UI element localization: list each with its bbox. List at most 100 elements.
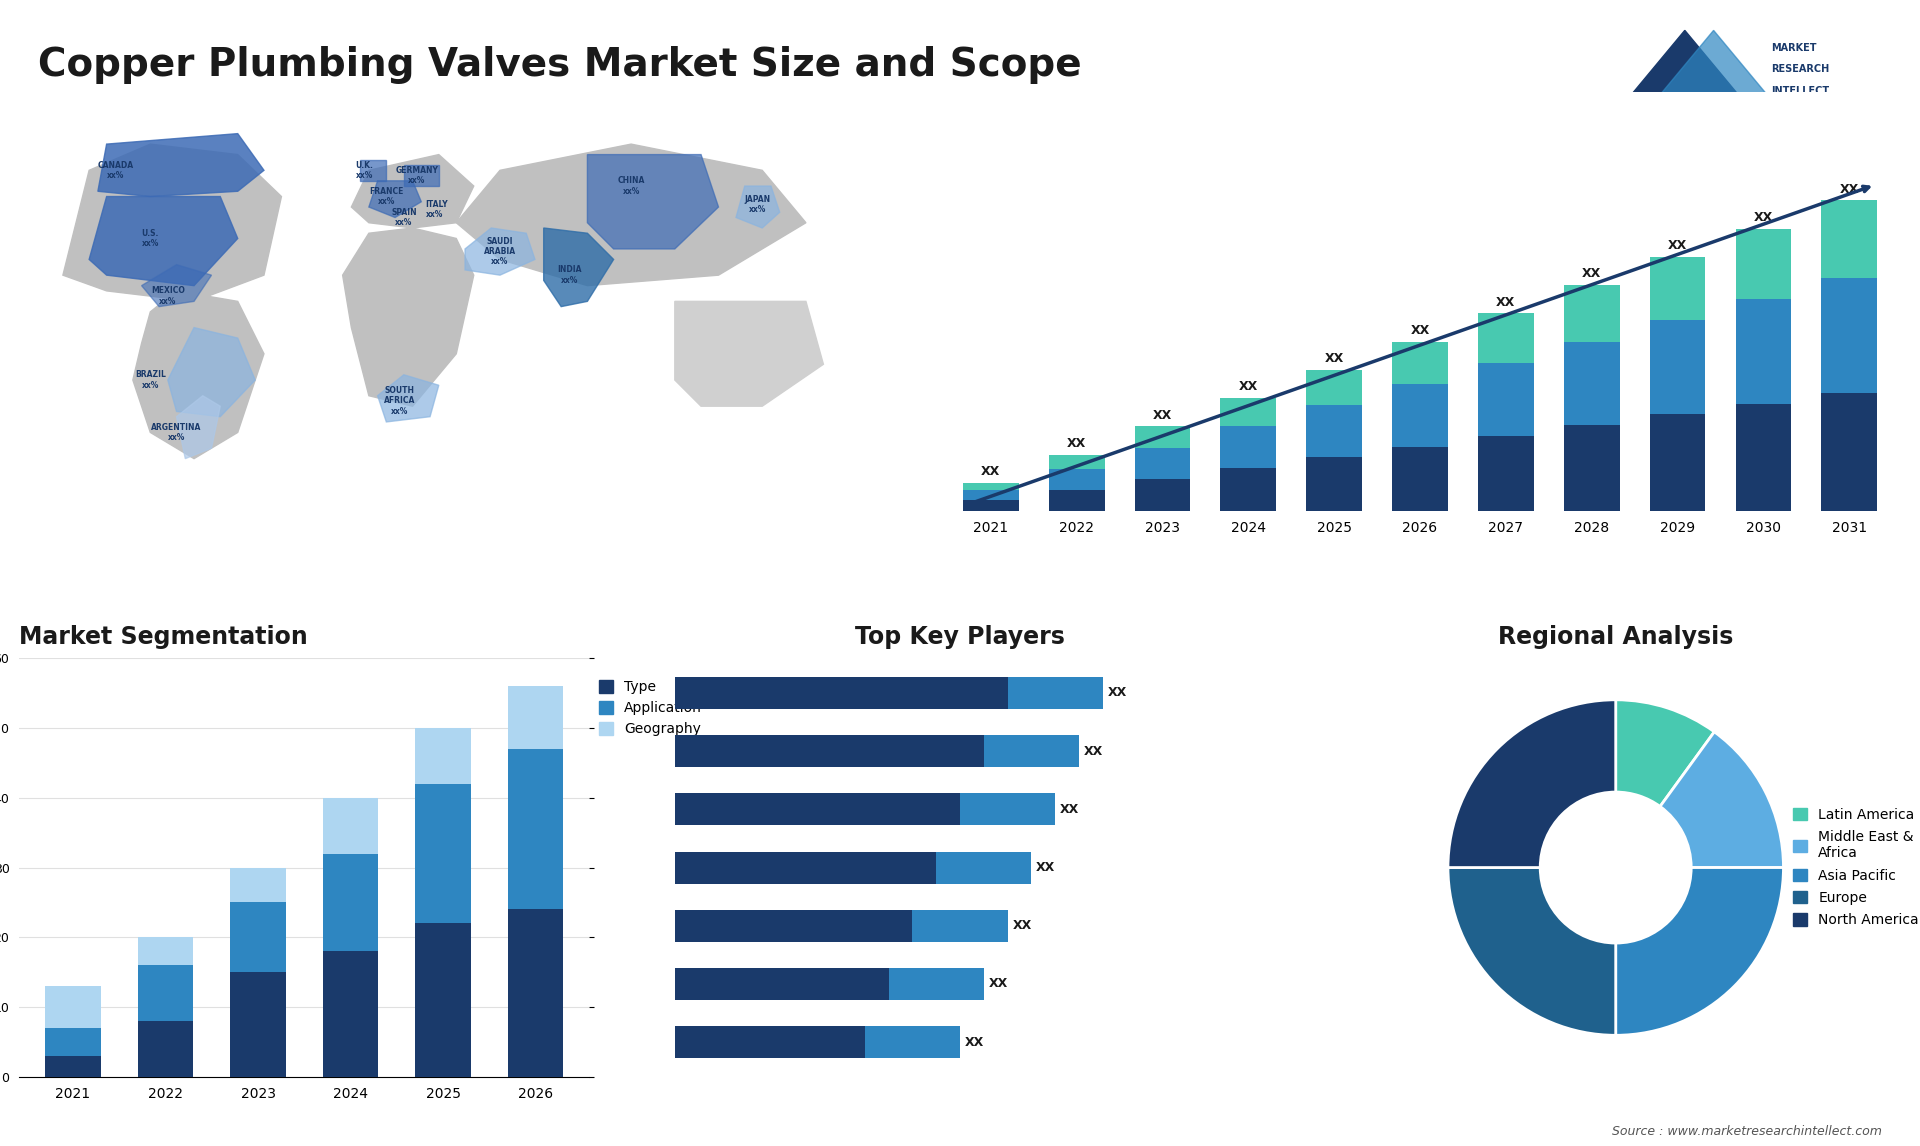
Polygon shape <box>63 144 282 301</box>
Bar <box>1135 426 1190 448</box>
Bar <box>415 924 470 1077</box>
Bar <box>1736 403 1791 511</box>
Bar <box>44 1028 100 1057</box>
Title: Top Key Players: Top Key Players <box>854 625 1066 649</box>
Text: U.K.
xx%: U.K. xx% <box>355 160 372 180</box>
Bar <box>676 851 937 884</box>
Bar <box>44 1057 100 1077</box>
Bar <box>509 910 563 1077</box>
Polygon shape <box>674 301 824 406</box>
Polygon shape <box>1628 31 1741 100</box>
Polygon shape <box>88 196 238 285</box>
Bar <box>1822 393 1878 511</box>
Text: Source : www.marketresearchintellect.com: Source : www.marketresearchintellect.com <box>1611 1124 1882 1138</box>
Text: FRANCE
xx%: FRANCE xx% <box>369 187 403 206</box>
Polygon shape <box>735 186 780 228</box>
Text: Market Segmentation: Market Segmentation <box>19 625 307 649</box>
Bar <box>1392 342 1448 384</box>
Polygon shape <box>403 165 440 186</box>
Text: XX: XX <box>989 978 1008 990</box>
Text: XX: XX <box>1060 803 1079 816</box>
Text: CHINA
xx%: CHINA xx% <box>618 176 645 196</box>
Text: SOUTH
AFRICA
xx%: SOUTH AFRICA xx% <box>384 386 415 416</box>
Bar <box>1048 455 1104 469</box>
Bar <box>1135 479 1190 511</box>
Text: XX: XX <box>1839 182 1859 196</box>
Polygon shape <box>543 228 614 307</box>
Text: MEXICO
xx%: MEXICO xx% <box>152 286 184 306</box>
Bar <box>138 937 194 965</box>
Text: SAUDI
ARABIA
xx%: SAUDI ARABIA xx% <box>484 237 516 267</box>
Bar <box>1563 425 1620 511</box>
Bar <box>676 968 889 1000</box>
Bar <box>676 793 960 825</box>
Bar <box>1392 384 1448 447</box>
Text: XX: XX <box>981 465 1000 478</box>
Bar <box>1822 201 1878 278</box>
Bar <box>1478 363 1534 435</box>
Polygon shape <box>361 159 386 181</box>
Text: XX: XX <box>1152 409 1171 422</box>
Text: ARGENTINA
xx%: ARGENTINA xx% <box>152 423 202 442</box>
Text: XX: XX <box>1582 267 1601 281</box>
Bar <box>1306 406 1361 457</box>
Bar <box>1478 435 1534 511</box>
Text: XX: XX <box>1108 686 1127 699</box>
Polygon shape <box>167 328 255 417</box>
Text: XX: XX <box>1037 861 1056 874</box>
Text: CANADA
xx%: CANADA xx% <box>98 160 132 180</box>
Polygon shape <box>351 155 474 228</box>
Bar <box>509 748 563 910</box>
Bar <box>676 677 1008 709</box>
Polygon shape <box>588 155 718 249</box>
Bar <box>1478 313 1534 363</box>
Bar <box>230 903 286 973</box>
Bar <box>1008 677 1102 709</box>
Text: U.S.
xx%: U.S. xx% <box>142 229 159 249</box>
Bar <box>415 784 470 924</box>
Bar <box>1135 448 1190 479</box>
Wedge shape <box>1448 700 1617 868</box>
Text: RESEARCH: RESEARCH <box>1770 64 1830 74</box>
Title: Regional Analysis: Regional Analysis <box>1498 625 1734 649</box>
Text: XX: XX <box>1411 324 1430 337</box>
Bar <box>323 854 378 951</box>
Bar <box>1563 285 1620 342</box>
Bar <box>1306 370 1361 406</box>
Polygon shape <box>177 395 221 458</box>
Text: XX: XX <box>1083 745 1102 758</box>
Text: MARKET: MARKET <box>1770 42 1816 53</box>
Bar <box>138 965 194 1021</box>
Bar <box>1048 469 1104 489</box>
Bar <box>138 1021 194 1077</box>
Text: BRAZIL
xx%: BRAZIL xx% <box>134 370 165 390</box>
Bar <box>1736 299 1791 403</box>
Bar <box>676 1026 866 1058</box>
Text: GERMANY
xx%: GERMANY xx% <box>396 166 438 186</box>
Bar <box>937 851 1031 884</box>
Bar <box>1649 415 1705 511</box>
Text: Copper Plumbing Valves Market Size and Scope: Copper Plumbing Valves Market Size and S… <box>38 46 1083 84</box>
Bar <box>1221 398 1277 426</box>
Bar <box>889 968 983 1000</box>
Polygon shape <box>342 228 474 406</box>
Wedge shape <box>1617 868 1784 1035</box>
Bar <box>676 735 983 767</box>
Text: XX: XX <box>1068 437 1087 450</box>
Text: XX: XX <box>1668 240 1688 252</box>
Polygon shape <box>457 144 806 285</box>
Bar <box>1392 447 1448 511</box>
Bar <box>230 868 286 903</box>
Polygon shape <box>378 375 440 422</box>
Bar <box>415 728 470 784</box>
Polygon shape <box>98 134 263 196</box>
Text: XX: XX <box>1012 919 1031 932</box>
Text: XX: XX <box>1753 211 1772 223</box>
Bar <box>912 910 1008 942</box>
Bar <box>962 501 1020 511</box>
Bar <box>1736 229 1791 299</box>
Bar <box>509 685 563 748</box>
Polygon shape <box>1655 31 1770 100</box>
Text: ITALY
xx%: ITALY xx% <box>426 201 447 220</box>
Polygon shape <box>142 265 211 307</box>
